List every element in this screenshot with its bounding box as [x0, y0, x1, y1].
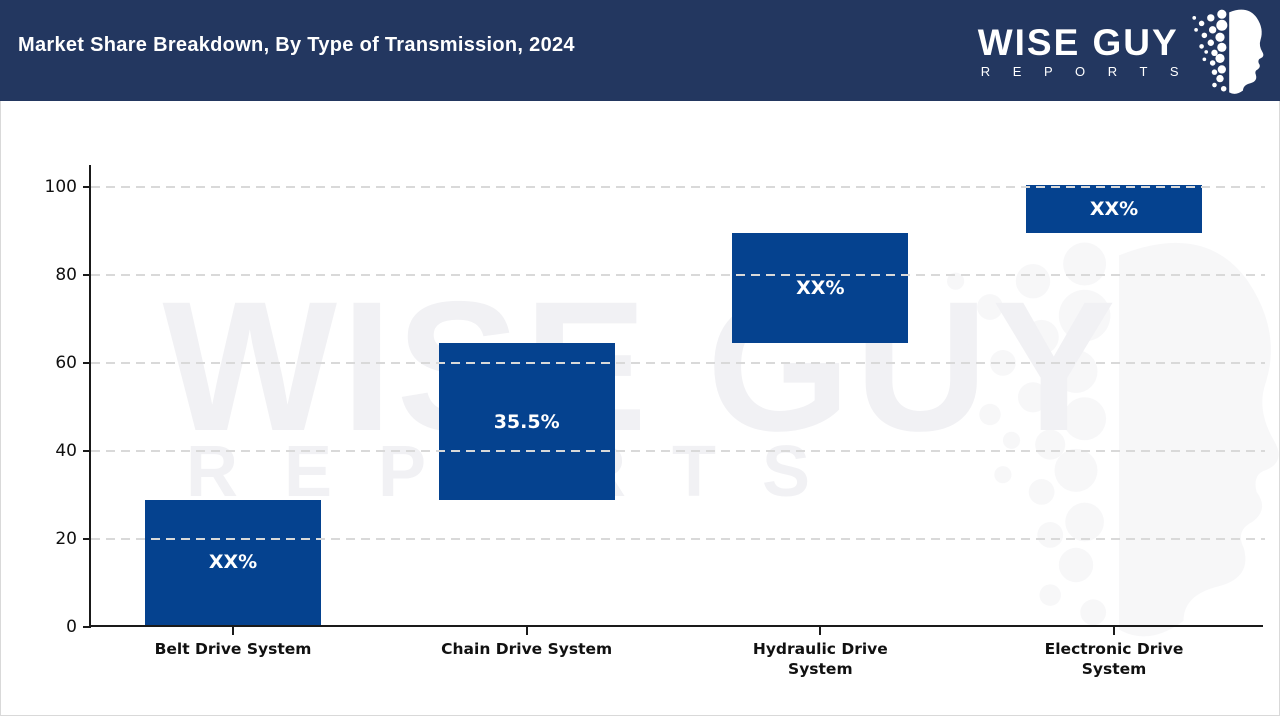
x-axis-category-label: Chain Drive System: [441, 640, 613, 658]
watermark-wordmark-line1: WISE GUY: [162, 264, 1120, 470]
bar-electronic-drive-system: XX%: [1026, 185, 1202, 234]
x-axis-tick: [525, 627, 528, 635]
gridline-100: [91, 186, 1265, 188]
y-axis-tick: [83, 538, 91, 540]
bar-belt-drive-system: XX%: [145, 499, 321, 625]
gridline-20: [91, 538, 1265, 540]
plot-area: 0 20 40 60 80 100 XX% Belt Drive System 35.5% Cha…: [45, 165, 1265, 678]
bar-value-label: XX%: [208, 551, 258, 574]
y-axis-tick-label: 0: [66, 617, 77, 637]
y-axis-tick: [83, 450, 91, 452]
x-axis-tick: [819, 627, 822, 635]
y-axis-tick-label: 40: [55, 441, 77, 461]
x-axis-category-label: Belt Drive System: [154, 640, 312, 658]
y-axis-tick: [83, 186, 91, 188]
x-axis-category-label: Hydraulic Drive System: [752, 640, 888, 678]
gridline-60: [91, 362, 1265, 364]
y-axis-tick-label: 20: [55, 529, 77, 549]
x-axis-category-label: Electronic Drive System: [1044, 640, 1184, 678]
x-axis-tick: [232, 627, 234, 635]
bar-value-label: XX%: [796, 277, 845, 300]
y-axis-tick-label: 60: [55, 353, 77, 373]
y-axis-tick-label: 80: [55, 265, 77, 285]
gridline-80: [91, 274, 1265, 276]
page-title: Market Share Breakdown, By Type of Trans…: [18, 34, 575, 56]
bar-value-label: XX%: [1089, 198, 1139, 221]
x-axis-tick: [1113, 627, 1115, 635]
wise-guy-reports-logo: WISE GUY R E P O R T S: [978, 6, 1266, 96]
y-axis-tick-label: 100: [44, 177, 77, 197]
y-axis-tick: [83, 626, 91, 628]
header-bar: Market Share Breakdown, By Type of Trans…: [0, 0, 1280, 101]
logo-line2: R E P O R T S: [980, 63, 1188, 79]
logo-line1: WISE GUY: [977, 21, 1179, 63]
gridline-40: [91, 450, 1265, 452]
y-axis-tick: [83, 362, 91, 364]
logo-wordmark: WISE GUY R E P O R T S: [977, 21, 1188, 80]
bar-hydraulic-drive-system: XX%: [732, 233, 909, 344]
y-axis-tick: [83, 274, 91, 276]
bar-value-label: 35.5%: [493, 410, 560, 433]
bar-chain-drive-system: 35.5%: [438, 343, 615, 500]
dotted-head-icon: [1174, 5, 1266, 97]
